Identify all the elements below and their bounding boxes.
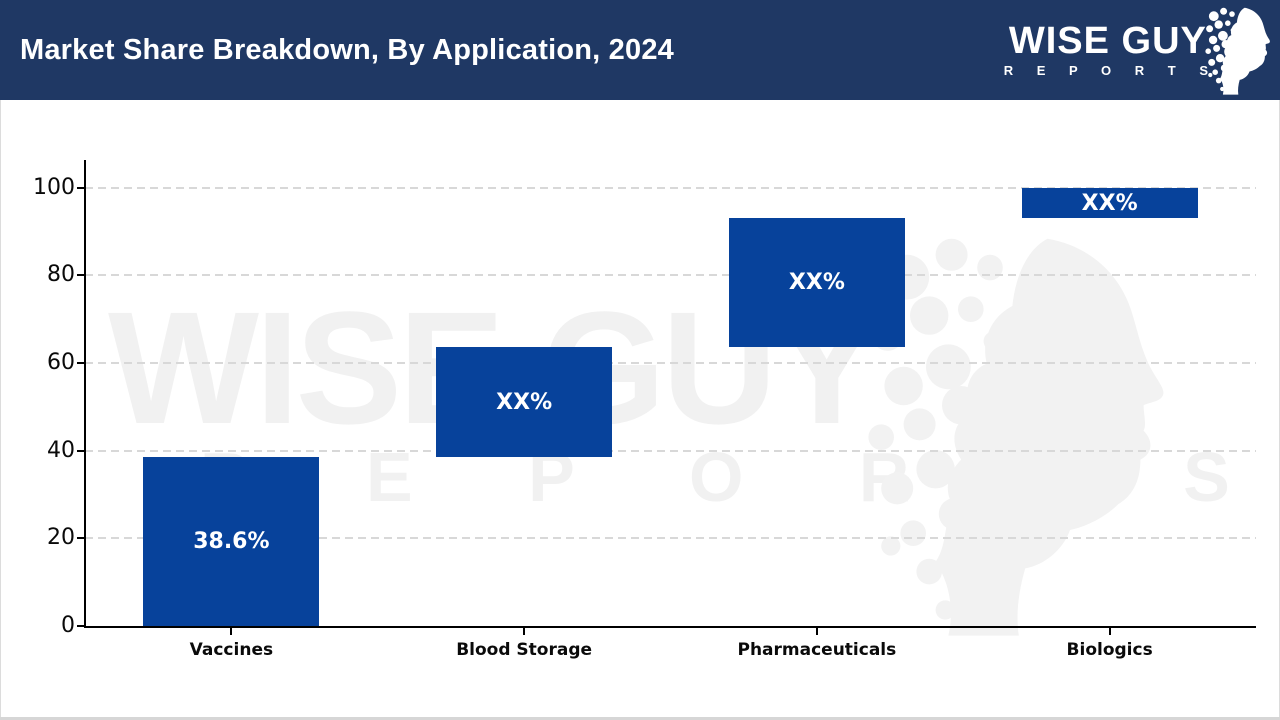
gridline bbox=[85, 537, 1256, 540]
wiseguy-logo: WISE GUY R E P O R T S bbox=[998, 0, 1274, 100]
y-tick-mark bbox=[77, 449, 84, 452]
bar-blood-storage: XX% bbox=[436, 347, 613, 457]
y-tick-label: 100 bbox=[33, 174, 75, 200]
x-tick-mark bbox=[815, 628, 818, 635]
gridline bbox=[85, 186, 1256, 189]
gridline bbox=[85, 449, 1256, 452]
bar-vaccines: 38.6% bbox=[143, 456, 320, 626]
y-tick-label: 40 bbox=[47, 437, 75, 463]
frame-bottom-edge bbox=[0, 717, 1280, 720]
x-tick-mark bbox=[523, 628, 526, 635]
x-tick-label: Vaccines bbox=[189, 640, 274, 660]
bar-pharmaceuticals: XX% bbox=[728, 218, 905, 348]
y-tick-mark bbox=[77, 625, 84, 627]
gridline bbox=[85, 362, 1256, 365]
x-tick-mark bbox=[230, 628, 233, 635]
page-title: Market Share Breakdown, By Application, … bbox=[20, 33, 674, 66]
frame-left-edge bbox=[0, 100, 1, 720]
y-axis-line bbox=[84, 160, 86, 628]
x-tick-mark bbox=[1108, 628, 1111, 635]
y-tick-mark bbox=[77, 537, 84, 540]
x-tick-label: Pharmaceuticals bbox=[737, 640, 897, 660]
y-tick-mark bbox=[77, 186, 84, 189]
y-tick-mark bbox=[77, 362, 84, 365]
x-tick-label: Blood Storage bbox=[456, 640, 593, 660]
y-tick-label: 60 bbox=[47, 350, 75, 376]
bar-blood-storage-text: XX% bbox=[496, 389, 553, 415]
bar-pharmaceuticals-text: XX% bbox=[788, 270, 845, 296]
x-tick-label: Biologics bbox=[1066, 640, 1153, 660]
logo-wordmark: WISE GUY bbox=[1008, 20, 1207, 62]
y-tick-label: 0 bbox=[61, 613, 75, 638]
x-axis-line bbox=[84, 626, 1256, 628]
logo-text: WISE GUY R E P O R T S bbox=[998, 22, 1218, 78]
bar-biologics: XX% bbox=[1021, 187, 1198, 219]
y-tick-mark bbox=[77, 274, 84, 277]
bar-biologics-text: XX% bbox=[1081, 190, 1138, 216]
y-tick-label: 20 bbox=[47, 525, 75, 551]
bar-vaccines-text: 38.6% bbox=[193, 528, 270, 554]
header-bar: Market Share Breakdown, By Application, … bbox=[0, 0, 1280, 100]
gridline bbox=[85, 274, 1256, 277]
logo-subtitle: R E P O R T S bbox=[1003, 63, 1218, 78]
y-tick-label: 80 bbox=[47, 262, 75, 288]
